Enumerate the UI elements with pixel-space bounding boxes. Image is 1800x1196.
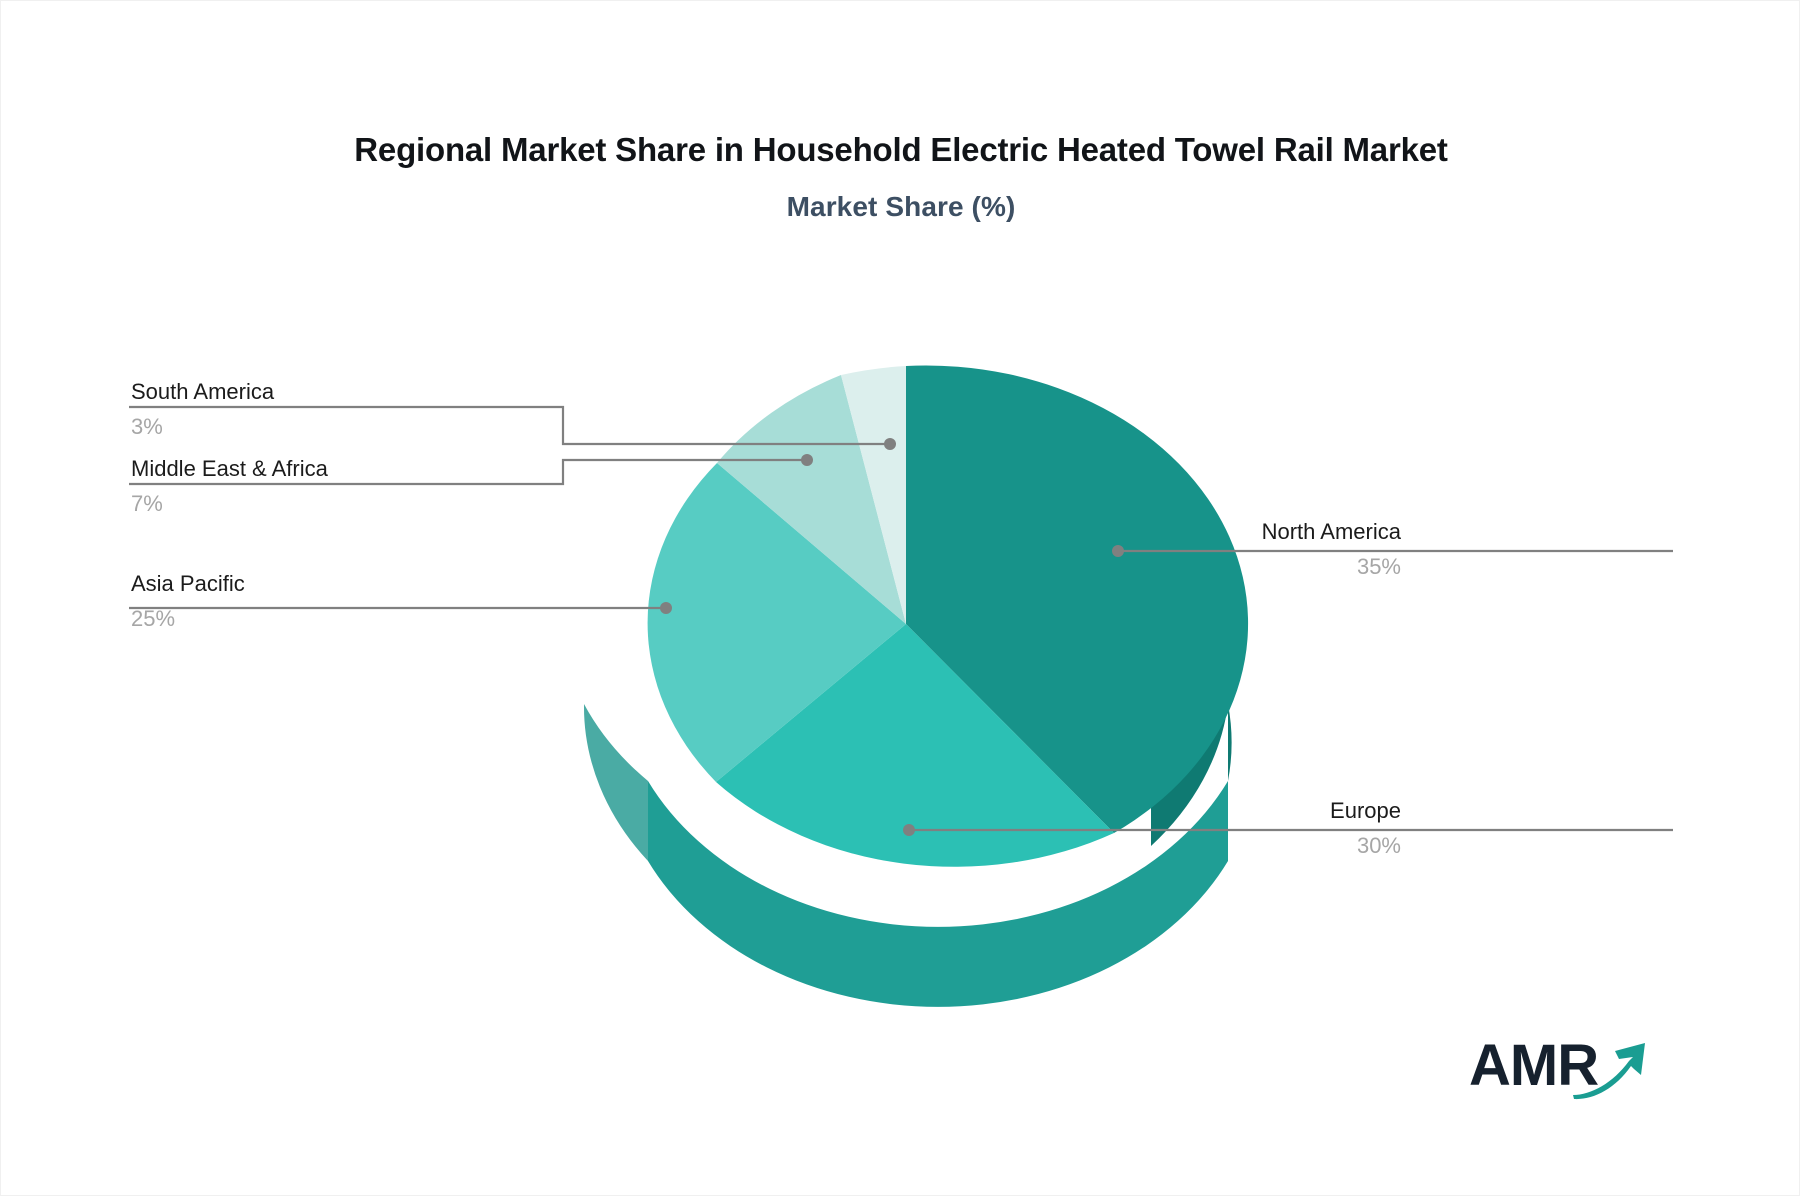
leader-lines bbox=[129, 405, 1673, 836]
callout-middle-east-africa: Middle East & Africa 7% bbox=[131, 456, 328, 517]
pie-slice-middle-east-africa[interactable] bbox=[717, 375, 906, 624]
callout-label-europe: Europe bbox=[1330, 798, 1401, 823]
callout-value-north-america: 35% bbox=[1356, 553, 1401, 579]
callout-value-asia-pacific: 25% bbox=[131, 605, 176, 631]
callout-label-middle-east-africa: Middle East & Africa bbox=[131, 456, 328, 481]
callout-value-south-america: 3% bbox=[131, 413, 163, 439]
callout-north-america: North America 35% bbox=[1262, 519, 1401, 580]
leader-dot-south-america bbox=[884, 438, 896, 450]
callout-south-america: South America 3% bbox=[131, 379, 274, 440]
callout-label-asia-pacific: Asia Pacific bbox=[131, 571, 245, 596]
pie-slice-asia-pacific[interactable] bbox=[647, 463, 906, 782]
leader-line-middle-east-africa bbox=[129, 458, 807, 486]
callout-value-middle-east-africa: 7% bbox=[131, 490, 163, 516]
callout-label-north-america: North America bbox=[1261, 519, 1401, 544]
pie-depth-asia-pacific bbox=[583, 624, 648, 861]
growth-arrow-icon bbox=[1573, 1043, 1645, 1100]
chart-subtitle: Market Share (%) bbox=[786, 191, 1016, 222]
callout-label-south-america: South America bbox=[131, 379, 275, 404]
callout-europe: Europe 30% bbox=[1330, 798, 1401, 859]
pie-slice-europe[interactable] bbox=[716, 624, 1114, 867]
callout-value-europe: 30% bbox=[1356, 832, 1401, 858]
leader-dot-asia-pacific bbox=[660, 602, 672, 614]
pie-slice-north-america[interactable] bbox=[906, 365, 1249, 833]
amr-logo: AMR bbox=[1469, 1029, 1649, 1109]
leader-line-south-america bbox=[129, 405, 890, 446]
amr-wordmark: AMR bbox=[1469, 1033, 1599, 1098]
pie-slices bbox=[647, 365, 1249, 867]
leader-dot-middle-east-africa bbox=[801, 454, 813, 466]
chart-title: Regional Market Share in Household Elect… bbox=[354, 131, 1448, 168]
leader-dot-europe bbox=[903, 824, 915, 836]
callout-asia-pacific: Asia Pacific 25% bbox=[131, 571, 245, 632]
pie-depth-europe bbox=[648, 781, 1228, 1007]
leader-dot-north-america bbox=[1112, 545, 1124, 557]
pie-slice-south-america[interactable] bbox=[841, 366, 906, 624]
